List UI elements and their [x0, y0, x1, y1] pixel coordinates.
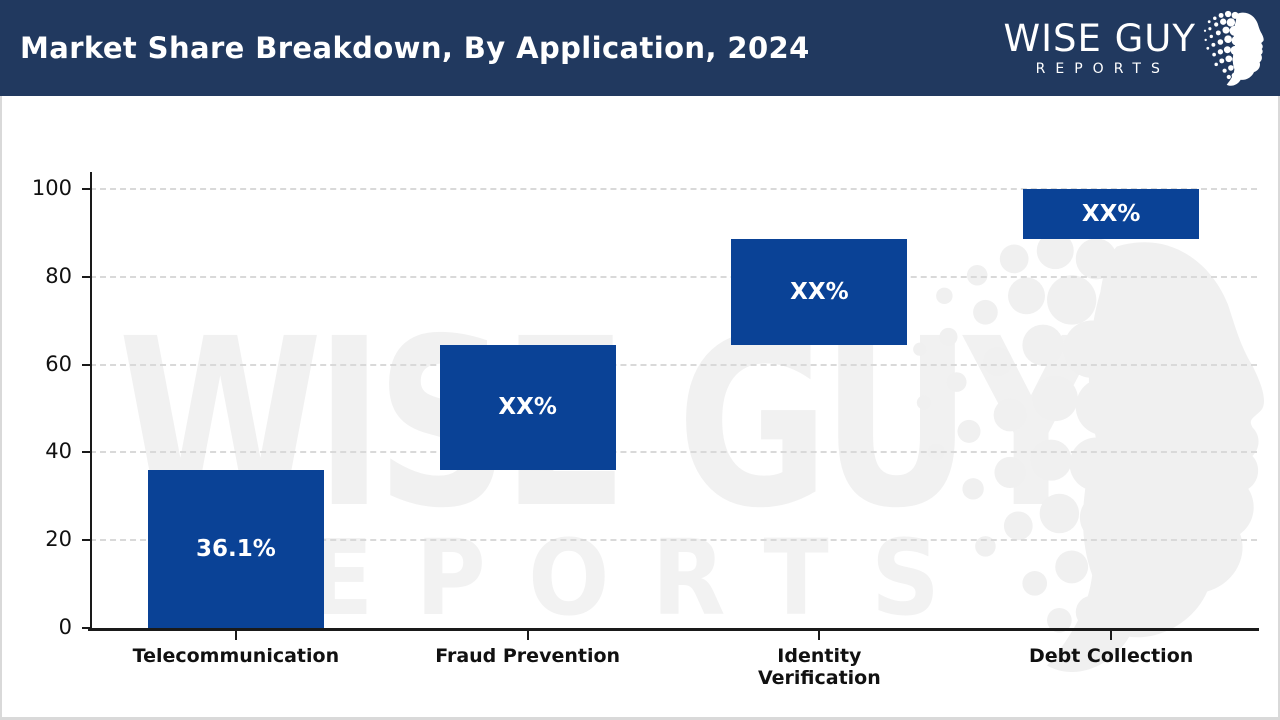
y-axis-tick: [82, 627, 90, 629]
x-category-label: Identity Verification: [757, 645, 881, 689]
bar-segment: XX%: [1023, 189, 1200, 240]
y-axis-tick: [82, 451, 90, 454]
bar-segment: XX%: [439, 344, 616, 470]
gridline: [90, 275, 1257, 278]
y-axis-tick: [82, 363, 90, 366]
bar-segment: XX%: [731, 239, 908, 345]
x-axis-tick: [818, 631, 821, 640]
chart-area: WISE GUY REPORTS 0 20 40 60 80 100 Telecommuni…: [0, 96, 1280, 720]
brand-logo: WISE GUY REPORTS: [1003, 6, 1268, 92]
watermark-face-icon: [874, 226, 1280, 686]
page-title: Market Share Breakdown, By Application, …: [20, 31, 810, 65]
x-category-label: Debt Collection: [1028, 645, 1194, 667]
y-tick-label: 40: [45, 439, 72, 464]
bar-value-label: XX%: [790, 279, 849, 306]
face-profile-icon: [1198, 8, 1268, 90]
gridline: [90, 188, 1257, 190]
brand-wordmark: WISE GUY: [1003, 17, 1196, 60]
gridline: [90, 451, 1257, 454]
x-category-label: Telecommunication: [132, 645, 340, 667]
gridline: [90, 363, 1257, 366]
x-axis-tick: [234, 631, 237, 640]
y-axis-tick: [82, 275, 90, 278]
x-category-label: Fraud Prevention: [435, 645, 621, 667]
y-tick-label: 80: [45, 263, 72, 288]
bar-segment: 36.1%: [147, 469, 324, 628]
y-axis-tick: [82, 188, 90, 190]
y-tick-label: 60: [45, 351, 72, 376]
title-banner: Market Share Breakdown, By Application, …: [0, 0, 1280, 96]
y-tick-label: 20: [45, 527, 72, 552]
bar-value-label: XX%: [498, 394, 557, 421]
x-axis-tick: [526, 631, 529, 640]
brand-subtext: REPORTS: [1035, 61, 1170, 77]
gridline: [90, 539, 1257, 542]
bar-value-label: XX%: [1081, 201, 1141, 228]
y-tick-label: 0: [58, 615, 72, 639]
y-tick-label: 100: [31, 176, 72, 200]
y-axis: [90, 172, 92, 628]
x-axis: [88, 628, 1259, 631]
y-axis-tick: [82, 539, 90, 542]
bar-value-label: 36.1%: [195, 535, 276, 562]
x-axis-tick: [1110, 631, 1113, 640]
